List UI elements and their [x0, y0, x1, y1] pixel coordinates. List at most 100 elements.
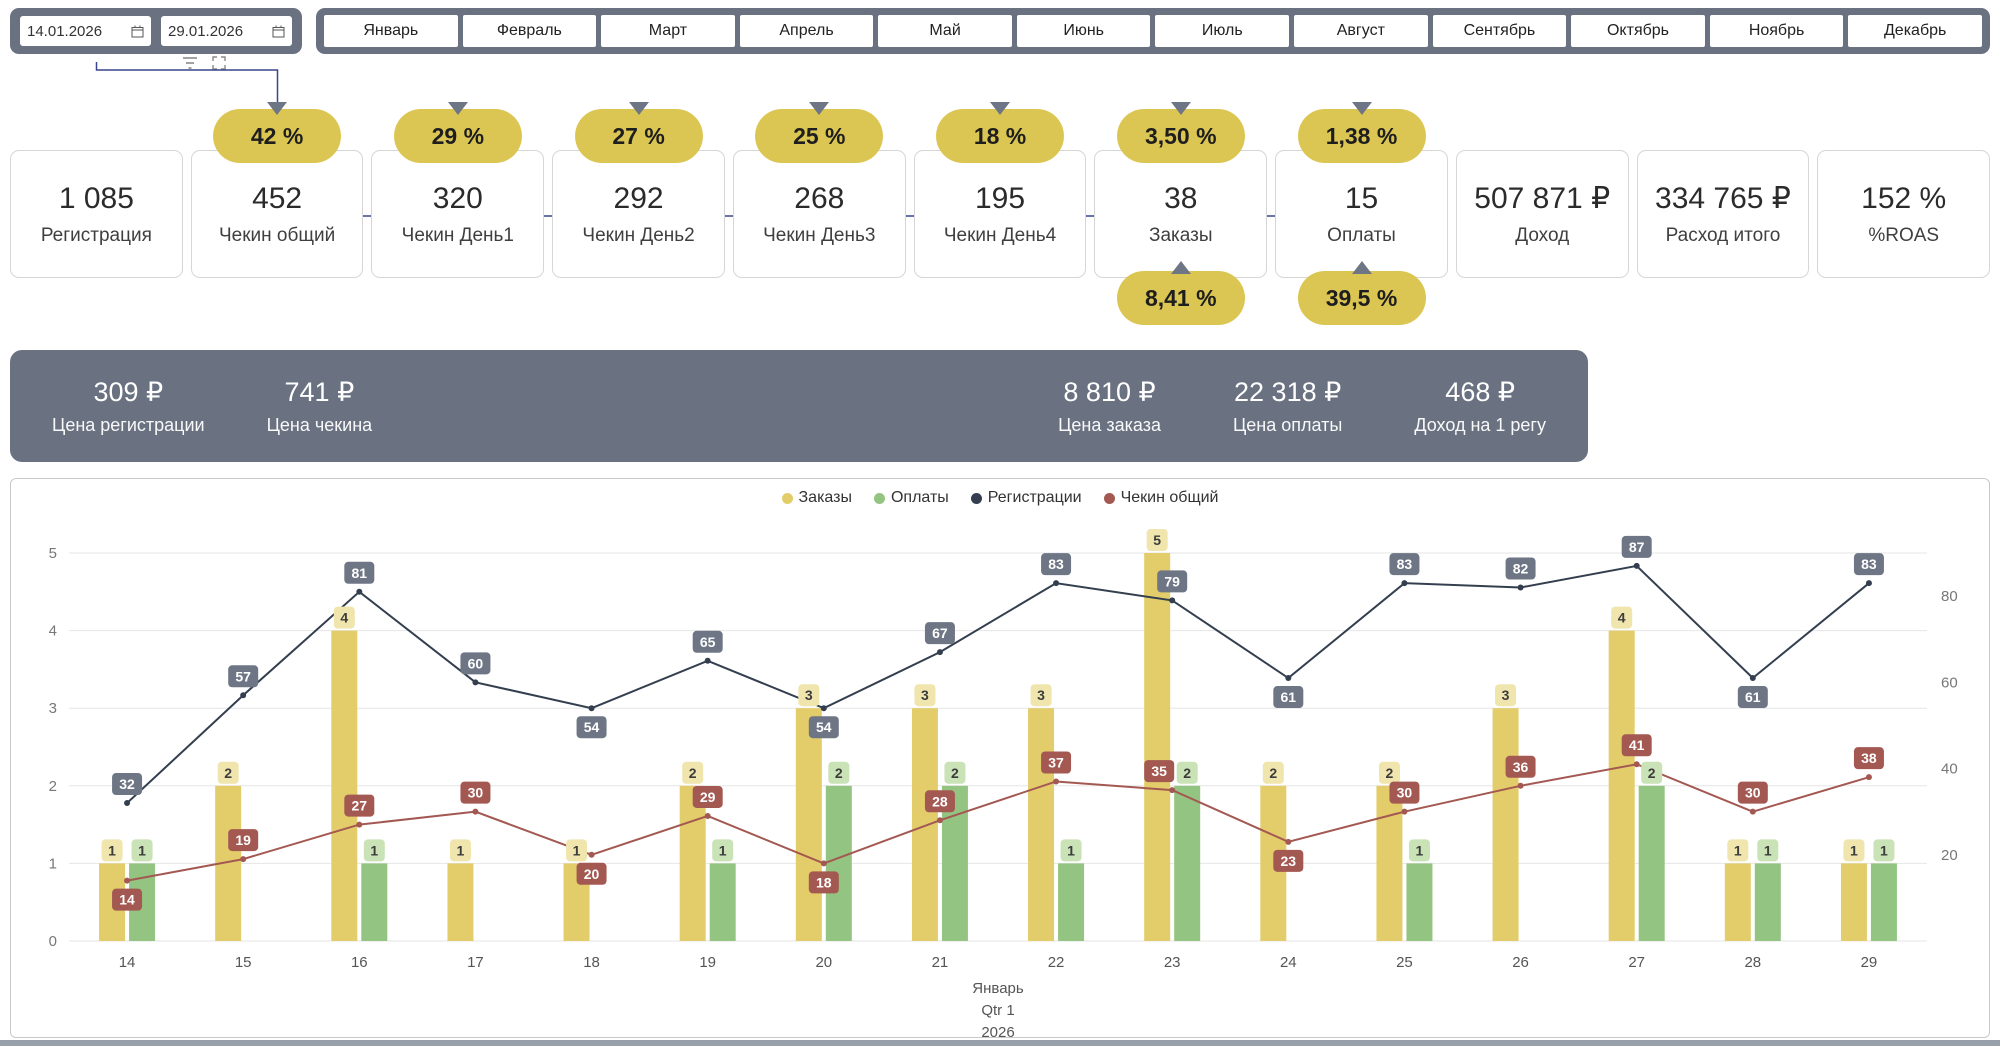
bar-Оплаты[interactable] [825, 785, 852, 941]
point-Регистрации[interactable] [1169, 597, 1176, 604]
funnel-card-8[interactable]: 15 Оплаты 1,38 % 39,5 % [1275, 102, 1448, 325]
point-Чекин общий[interactable] [704, 812, 711, 819]
point-Чекин общий[interactable] [1401, 808, 1408, 815]
bar-Заказы[interactable] [1376, 785, 1403, 941]
point-Регистрации[interactable] [1285, 675, 1292, 682]
line-Чекин общий-chip [1041, 751, 1072, 774]
card-label: Чекин общий [218, 224, 336, 246]
point-Регистрации[interactable] [1053, 580, 1060, 587]
month-button-9[interactable]: Сентябрь [1432, 15, 1567, 47]
month-button-4[interactable]: Апрель [739, 15, 874, 47]
legend-item-line[interactable]: Регистрации [970, 489, 1082, 507]
line-Регистрации-chip [228, 665, 259, 688]
point-Регистрации[interactable] [1633, 562, 1640, 569]
funnel-card-10[interactable]: 334 765 ₽ Расход итого [1636, 150, 1810, 278]
bar-Заказы[interactable] [1724, 863, 1751, 941]
point-Регистрации[interactable] [820, 705, 827, 712]
bar-Заказы[interactable] [795, 708, 822, 941]
point-Чекин общий[interactable] [356, 821, 363, 828]
point-Чекин общий[interactable] [472, 808, 479, 815]
funnel-card-5[interactable]: 268 Чекин День3 25 % [732, 102, 906, 278]
funnel-card-1[interactable]: 1 085 Регистрация [10, 150, 183, 278]
point-Чекин общий[interactable] [1169, 787, 1176, 794]
card-label: Расход итого [1665, 225, 1781, 246]
conversion-badge: 1,38 % [1297, 102, 1426, 163]
bar-Оплаты-chip-label: 2 [1183, 765, 1191, 781]
card-value: 152 % [1861, 181, 1947, 215]
funnel-card-7[interactable]: 38 Заказы 3,50 % 8,41 % [1094, 102, 1268, 325]
chart-legend: Заказы Оплаты Регистрации Чекин общий [19, 485, 1981, 511]
point-Регистрации[interactable] [588, 705, 595, 712]
card-value: 334 765 ₽ [1655, 182, 1791, 215]
point-Чекин общий[interactable] [1053, 778, 1060, 785]
point-Регистрации[interactable] [1401, 580, 1408, 587]
funnel-card-2[interactable]: 452 Чекин общий 42 % [190, 102, 364, 278]
month-button-10[interactable]: Октябрь [1571, 15, 1705, 47]
legend-item-bar[interactable]: Заказы [781, 489, 852, 507]
point-Регистрации[interactable] [1517, 584, 1524, 591]
month-button-3[interactable]: Март [601, 15, 735, 47]
calendar-icon[interactable] [272, 25, 285, 38]
funnel-card-9[interactable]: 507 871 ₽ Доход [1455, 150, 1629, 278]
bar-Заказы[interactable] [1028, 708, 1055, 941]
bar-Заказы[interactable] [1840, 863, 1867, 941]
right-axis-tick: 40 [1941, 761, 1958, 778]
bar-Оплаты[interactable] [1638, 785, 1665, 941]
month-button-8[interactable]: Август [1294, 15, 1428, 47]
bar-Оплаты[interactable] [1174, 785, 1201, 941]
point-Чекин общий[interactable] [1633, 761, 1640, 768]
bar-Оплаты[interactable] [361, 863, 388, 941]
bar-Заказы[interactable] [1144, 553, 1171, 941]
legend-item-bar[interactable]: Оплаты [873, 489, 949, 507]
point-Чекин общий[interactable] [588, 851, 595, 858]
card-value: 15 [1344, 181, 1379, 215]
point-Чекин общий[interactable] [1749, 808, 1756, 815]
bar-Заказы[interactable] [679, 785, 706, 941]
bar-Заказы[interactable] [1608, 630, 1635, 941]
point-Чекин общий[interactable] [936, 817, 943, 824]
month-button-5[interactable]: Май [878, 15, 1012, 47]
date-to-field[interactable]: 29.01.2026 [161, 16, 292, 46]
point-Чекин общий[interactable] [1285, 838, 1292, 845]
point-Чекин общий[interactable] [124, 877, 131, 884]
point-Регистрации[interactable] [124, 800, 131, 807]
line-Регистрации-chip [344, 561, 375, 584]
point-Чекин общий[interactable] [240, 856, 247, 863]
point-Чекин общий[interactable] [1865, 774, 1872, 781]
point-Регистрации[interactable] [936, 649, 943, 656]
bar-Заказы[interactable] [331, 630, 358, 941]
bar-Оплаты[interactable] [1870, 863, 1897, 941]
month-button-12[interactable]: Декабрь [1848, 15, 1982, 47]
focus-mode-icon[interactable] [212, 56, 226, 70]
funnel-card-11[interactable]: 152 % %ROAS [1817, 150, 1991, 278]
bar-Оплаты[interactable] [1058, 863, 1085, 941]
month-button-11[interactable]: Ноябрь [1709, 15, 1844, 47]
funnel-card-4[interactable]: 292 Чекин День2 27 % [552, 102, 725, 278]
funnel-card-3[interactable]: 320 Чекин День1 29 % [371, 102, 545, 278]
bar-Оплаты[interactable] [709, 863, 736, 941]
date-from-field[interactable]: 14.01.2026 [20, 16, 151, 46]
legend-item-line[interactable]: Чекин общий [1103, 489, 1219, 507]
funnel-card-6[interactable]: 195 Чекин День4 18 % [913, 102, 1087, 278]
calendar-icon[interactable] [131, 25, 144, 38]
bar-Заказы[interactable] [1492, 708, 1519, 941]
bar-Заказы[interactable] [447, 863, 474, 941]
point-Регистрации[interactable] [356, 588, 363, 595]
line-Чекин общий-chip-label: 29 [700, 789, 716, 805]
point-Регистрации[interactable] [240, 692, 247, 699]
point-Регистрации[interactable] [704, 657, 711, 664]
point-Регистрации[interactable] [472, 679, 479, 686]
line-Регистрации-chip-label: 83 [1861, 556, 1877, 572]
bar-Оплаты[interactable] [1406, 863, 1433, 941]
bar-Заказы[interactable] [911, 708, 938, 941]
point-Регистрации[interactable] [1749, 675, 1756, 682]
month-button-1[interactable]: Январь [324, 15, 458, 47]
month-button-2[interactable]: Февраль [462, 15, 597, 47]
point-Чекин общий[interactable] [820, 860, 827, 867]
month-button-6[interactable]: Июнь [1016, 15, 1151, 47]
point-Чекин общий[interactable] [1517, 782, 1524, 789]
month-button-7[interactable]: Июль [1155, 15, 1290, 47]
bar-Оплаты[interactable] [1754, 863, 1781, 941]
point-Регистрации[interactable] [1865, 580, 1872, 587]
